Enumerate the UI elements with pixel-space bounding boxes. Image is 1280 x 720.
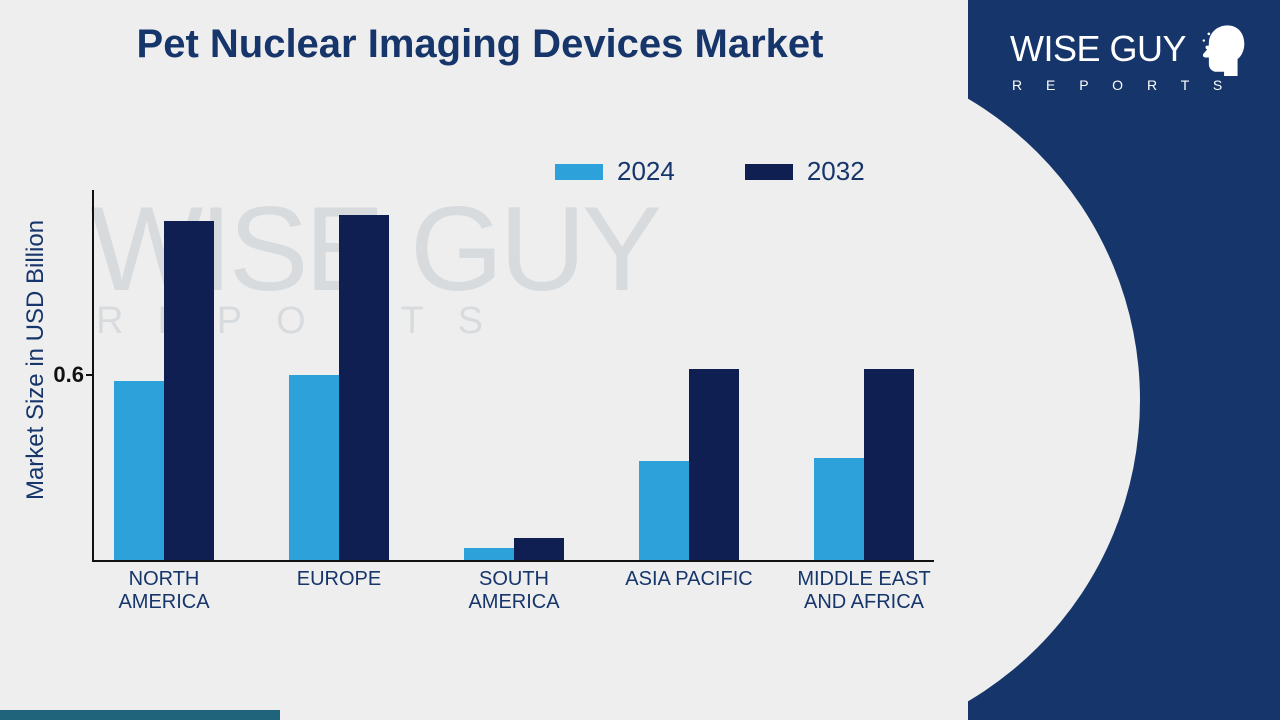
legend: 2024 2032 — [555, 156, 865, 187]
bar — [639, 461, 689, 560]
legend-item-2032: 2032 — [745, 156, 865, 187]
bar — [514, 538, 564, 560]
legend-swatch-2024 — [555, 164, 603, 180]
category-label: SOUTH AMERICA — [434, 568, 594, 614]
category-label: NORTH AMERICA — [84, 568, 244, 614]
logo-text-sub: R E P O R T S — [1012, 78, 1246, 92]
bar — [289, 375, 339, 560]
bar-chart: 0.6NORTH AMERICAEUROPESOUTH AMERICAASIA … — [92, 190, 934, 562]
bar — [114, 381, 164, 560]
logo-text-main: WISE GUY — [1010, 31, 1186, 67]
y-axis-label: Market Size in USD Billion — [22, 220, 50, 500]
head-icon — [1192, 22, 1246, 76]
bar-group: ASIA PACIFIC — [629, 369, 749, 560]
bar — [864, 369, 914, 560]
bar — [339, 215, 389, 560]
y-tick-label: 0.6 — [53, 362, 94, 388]
bar-group: NORTH AMERICA — [104, 221, 224, 560]
bar-group: EUROPE — [279, 215, 399, 560]
bar — [689, 369, 739, 560]
category-label: EUROPE — [259, 568, 419, 591]
bar — [164, 221, 214, 560]
legend-label-2024: 2024 — [617, 156, 675, 187]
bottom-dash — [0, 710, 280, 720]
chart-title: Pet Nuclear Imaging Devices Market — [0, 22, 960, 67]
legend-item-2024: 2024 — [555, 156, 675, 187]
category-label: MIDDLE EAST AND AFRICA — [784, 568, 944, 614]
category-label: ASIA PACIFIC — [609, 568, 769, 591]
bar-group: MIDDLE EAST AND AFRICA — [804, 369, 924, 560]
wiseguy-logo: WISE GUY R E P O R T S — [1010, 22, 1246, 92]
stage: WISE GUY R E P O R T S Pet Nuclear Imagi… — [0, 0, 1280, 720]
legend-label-2032: 2032 — [807, 156, 865, 187]
bar — [464, 548, 514, 560]
legend-swatch-2032 — [745, 164, 793, 180]
bar — [814, 458, 864, 560]
bar-group: SOUTH AMERICA — [454, 538, 574, 560]
